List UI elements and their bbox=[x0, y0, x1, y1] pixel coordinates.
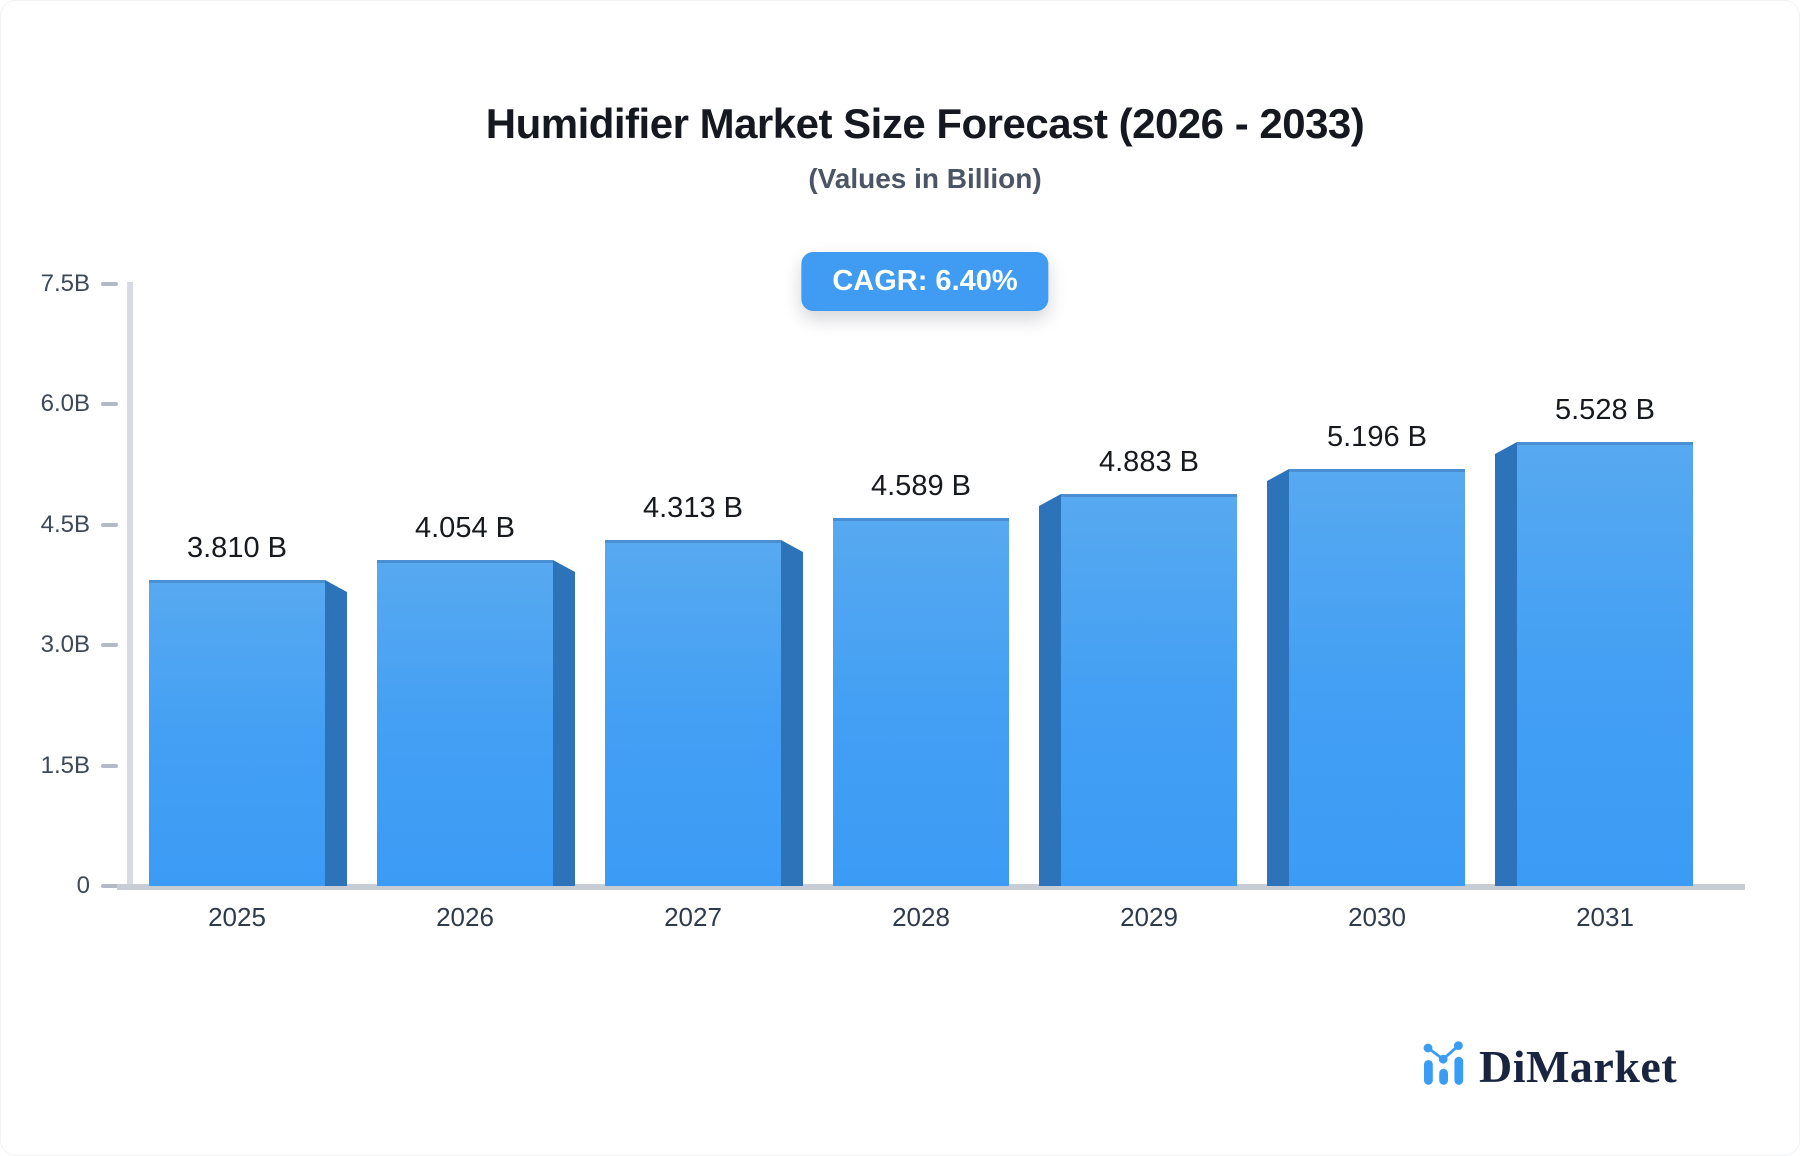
bar-3d-side bbox=[553, 560, 575, 886]
bar-chart-trend-icon bbox=[1420, 1040, 1468, 1093]
bar-2031 bbox=[1517, 442, 1693, 886]
bar-3d-side bbox=[781, 540, 803, 886]
bar-3d-side bbox=[1495, 442, 1517, 886]
y-tick-label: 6.0B bbox=[40, 390, 90, 417]
x-axis-label-2026: 2026 bbox=[436, 902, 494, 932]
bar-3d-side bbox=[325, 580, 347, 886]
bar-value-label: 3.810 B bbox=[187, 532, 287, 564]
y-tick-label: 1.5B bbox=[40, 752, 90, 779]
x-axis-label-2029: 2029 bbox=[1120, 902, 1178, 932]
bar-value-label: 4.313 B bbox=[643, 492, 743, 524]
y-tick-mark bbox=[101, 523, 118, 527]
x-axis-label-2027: 2027 bbox=[664, 902, 722, 932]
bar-2027 bbox=[605, 540, 781, 886]
bar-2028 bbox=[833, 518, 1009, 886]
bar-value-label: 4.589 B bbox=[871, 470, 971, 502]
bar-2030 bbox=[1289, 469, 1465, 886]
brand-name: DiMarket bbox=[1479, 1041, 1678, 1092]
y-tick-label: 0 bbox=[76, 872, 90, 899]
bar-3d-side bbox=[1039, 494, 1061, 886]
brand-logo: DiMarket bbox=[1420, 1040, 1677, 1093]
y-tick-label: 3.0B bbox=[40, 631, 90, 658]
y-axis-line bbox=[127, 282, 133, 888]
bar-value-label: 5.196 B bbox=[1327, 421, 1427, 453]
bar-2025 bbox=[149, 580, 325, 886]
y-tick-mark bbox=[101, 764, 118, 768]
y-tick-label: 7.5B bbox=[40, 270, 90, 297]
bar-value-label: 4.054 B bbox=[415, 512, 515, 544]
bar-value-label: 4.883 B bbox=[1099, 446, 1199, 478]
y-tick-mark bbox=[101, 402, 118, 406]
bar-value-label: 5.528 B bbox=[1555, 394, 1655, 426]
y-tick-mark bbox=[101, 643, 118, 647]
x-axis-label-2030: 2030 bbox=[1348, 902, 1406, 932]
y-tick-mark bbox=[101, 884, 118, 888]
bar-3d-side bbox=[1267, 469, 1289, 886]
chart-subtitle: (Values in Billion) bbox=[808, 163, 1042, 194]
chart-title: Humidifier Market Size Forecast (2026 - … bbox=[485, 100, 1365, 147]
x-axis-label-2031: 2031 bbox=[1576, 902, 1634, 932]
x-axis-label-2025: 2025 bbox=[208, 902, 266, 932]
y-tick-mark bbox=[101, 282, 118, 286]
bar-2029 bbox=[1061, 494, 1237, 886]
bar-2026 bbox=[377, 560, 553, 886]
cagr-badge: CAGR: 6.40% bbox=[801, 252, 1049, 311]
x-axis-line bbox=[117, 884, 1745, 890]
x-axis-label-2028: 2028 bbox=[892, 902, 950, 932]
y-tick-label: 4.5B bbox=[40, 511, 90, 538]
